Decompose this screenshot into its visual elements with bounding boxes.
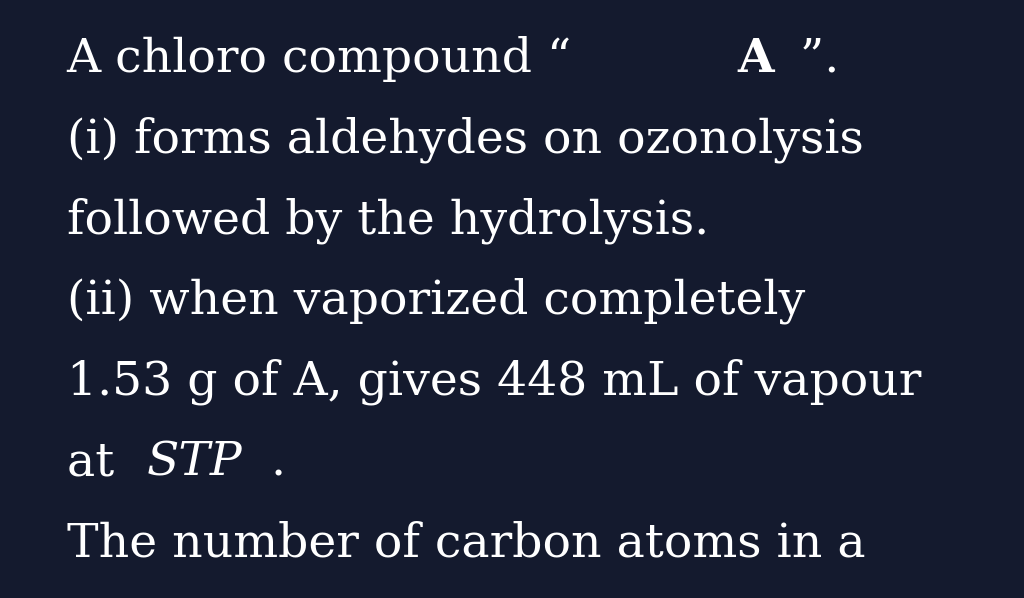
Text: STP: STP [146, 440, 243, 486]
Text: (ii) when vaporized completely: (ii) when vaporized completely [67, 278, 805, 325]
Text: The number of carbon atoms in a: The number of carbon atoms in a [67, 521, 865, 566]
Text: A: A [738, 36, 774, 82]
Text: .: . [270, 440, 286, 486]
Text: A chloro compound “: A chloro compound “ [67, 36, 587, 82]
Text: followed by the hydrolysis.: followed by the hydrolysis. [67, 197, 709, 244]
Text: 1.53 g of A, gives 448 mL of vapour: 1.53 g of A, gives 448 mL of vapour [67, 359, 921, 405]
Text: (i) forms aldehydes on ozonolysis: (i) forms aldehydes on ozonolysis [67, 117, 863, 163]
Text: ”.: ”. [785, 36, 840, 82]
Text: at: at [67, 440, 129, 486]
